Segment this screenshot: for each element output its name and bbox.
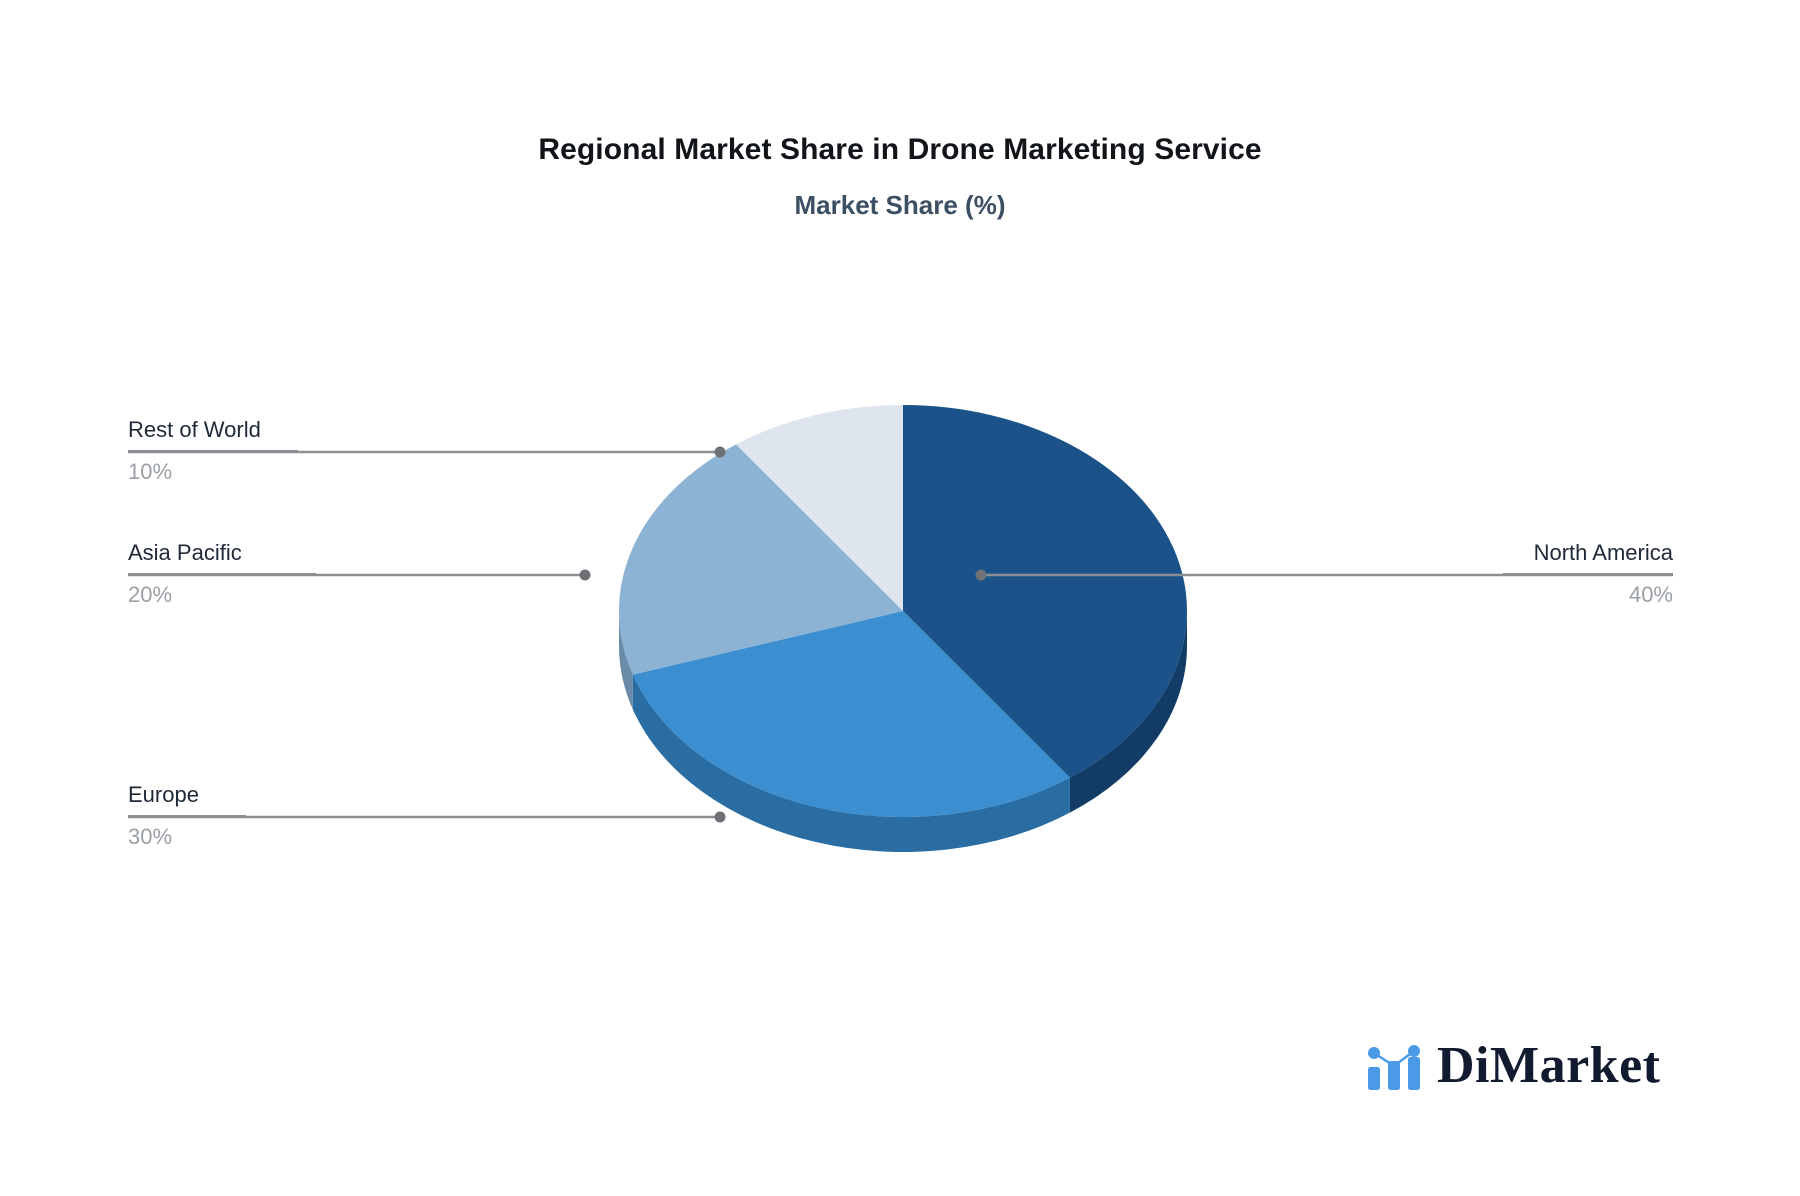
bar-chart-dots-icon [1368,1045,1420,1090]
callout-label: Asia Pacific [128,540,242,565]
pie-slice-north-america[interactable] [903,405,1187,778]
callout-rule [128,815,246,818]
callout-label: Europe [128,782,199,807]
chart-subtitle: Market Share (%) [794,190,1006,220]
callout-rule [1503,573,1673,576]
callout-rule [128,573,316,576]
callout-value: 30% [128,824,173,849]
pie-wall-europe [632,674,1070,853]
pie-slice-asia-pacific[interactable] [619,444,903,675]
pie-wall-asia-pacific [619,611,633,710]
pie-depth-walls [619,611,1187,853]
dimarket-logo: DiMarket [1365,1040,1660,1092]
callout-rule [128,450,298,453]
pie-slice-europe[interactable] [632,611,1070,817]
callout-value: 40% [1628,582,1673,607]
logo-wordmark: DiMarket [1437,1037,1661,1094]
pie-svg [619,405,1187,853]
callout-asia-pacific: Asia Pacific 20% [128,538,316,611]
callout-europe: Europe 30% [128,780,246,853]
pie-top-faces [619,405,1187,817]
callout-value: 10% [128,459,173,484]
pie-wall-north-america [1069,611,1187,813]
pie-slice-rest-of-world[interactable] [736,405,903,611]
chart-title: Regional Market Share in Drone Marketing… [538,133,1262,166]
pie-chart [573,366,1228,906]
callout-north-america: North America 40% [1503,538,1673,611]
callout-value: 20% [128,582,173,607]
callout-rest-of-world: Rest of World 10% [128,415,298,488]
callout-label: North America [1533,540,1673,565]
callout-label: Rest of World [128,417,261,442]
